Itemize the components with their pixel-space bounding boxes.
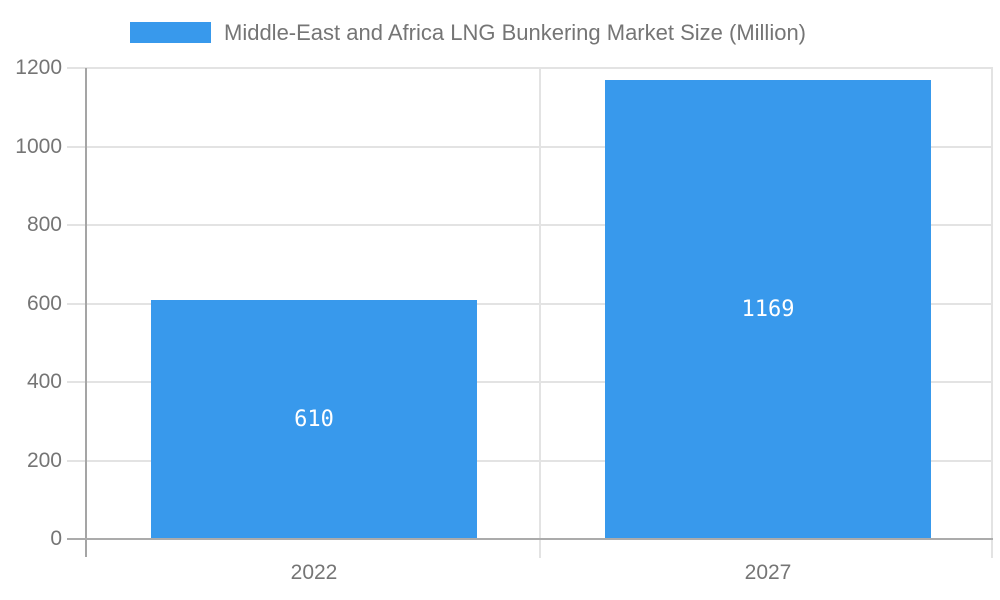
gridline-y-800 [67,224,993,226]
gridline-y-400 [67,381,993,383]
y-axis-tick-label: 600 [26,292,62,315]
y-axis-tick-label: 0 [50,527,62,550]
x-axis-tick-label: 2022 [290,561,338,584]
chart-title: Middle-East and Africa LNG Bunkering Mar… [224,19,807,45]
gridline-y-600 [67,302,993,305]
gridline-y-200 [67,459,993,462]
x-axis-tick-label: 2027 [744,561,792,584]
x-axis-line [67,538,993,540]
gridline-y-1200 [67,67,993,69]
y-axis-tick-label: 1200 [15,56,62,79]
gridline-x-right [991,68,993,539]
legend-item[interactable]: Middle-East and Africa LNG Bunkering Mar… [130,19,806,46]
x-axis-tick-right [991,539,993,558]
gridline-y-1000 [67,145,993,148]
bar-value-label: 610 [294,406,334,432]
bar[interactable]: 610 [151,299,477,539]
legend-color-swatch [130,22,211,43]
x-axis-tick-mid [539,539,541,558]
y-axis-line [85,68,87,557]
gridline-x-mid [539,68,541,539]
y-axis-tick-label: 400 [26,370,62,393]
bar-value-label: 1169 [741,297,795,323]
y-axis-tick-label: 200 [26,449,62,472]
y-axis-tick-label: 800 [26,213,62,236]
y-axis-tick-label: 1000 [15,135,62,158]
bar[interactable]: 1169 [605,80,931,539]
plot-area: 610 1169 2022 2027 [67,67,993,584]
